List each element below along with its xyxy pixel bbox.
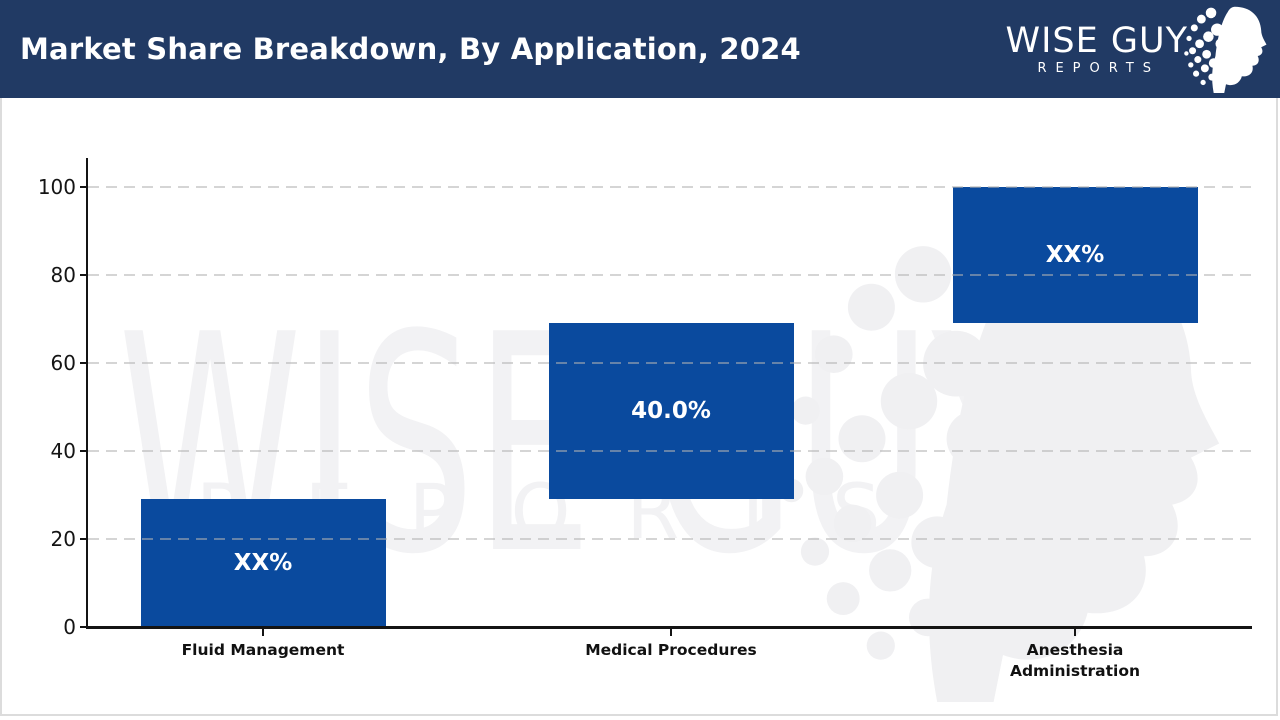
gridline-80 (88, 274, 1252, 276)
y-tick-label: 100 (37, 175, 76, 199)
y-tick-label: 20 (50, 527, 76, 551)
gridline-100 (88, 186, 1252, 188)
category-label: Medical Procedures (585, 641, 757, 659)
bar-1: XX% (140, 499, 386, 627)
x-tick-mark (262, 629, 264, 636)
y-tick-label: 40 (50, 439, 76, 463)
bar-value-label: 40.0% (631, 398, 711, 425)
y-tick-mark (80, 362, 88, 364)
gridline-40 (88, 450, 1252, 452)
brand-logo-text: WISE GUY REPORTS (1005, 20, 1188, 76)
y-tick-mark (80, 450, 88, 452)
gridline-60 (88, 362, 1252, 364)
y-tick-label: 80 (50, 263, 76, 287)
brand-logo-line1: WISE GUY (1005, 20, 1188, 61)
y-tick-label: 0 (63, 615, 76, 639)
page-title: Market Share Breakdown, By Application, … (20, 32, 801, 66)
bar-3: XX% (952, 187, 1198, 324)
header-bar: Market Share Breakdown, By Application, … (0, 0, 1280, 98)
x-tick-mark (1074, 629, 1076, 636)
category-label: Anesthesia Administration (1009, 641, 1141, 680)
y-axis-line (86, 158, 88, 629)
x-tick-mark (670, 629, 672, 636)
brand-logo-line2: REPORTS (1037, 60, 1161, 76)
y-tick-mark (80, 626, 88, 628)
face-dots-logo-icon (1184, 6, 1267, 93)
bar-2: 40.0% (548, 323, 794, 500)
category-label: Fluid Management (181, 641, 345, 659)
bar-value-label: XX% (233, 550, 293, 577)
y-tick-mark (80, 274, 88, 276)
brand-logo: WISE GUY REPORTS (1005, 5, 1280, 93)
y-tick-mark (80, 538, 88, 540)
bar-value-label: XX% (1045, 242, 1105, 269)
x-axis-line (86, 626, 1252, 629)
y-tick-label: 60 (50, 351, 76, 375)
y-tick-mark (80, 186, 88, 188)
gridline-20 (88, 538, 1252, 540)
